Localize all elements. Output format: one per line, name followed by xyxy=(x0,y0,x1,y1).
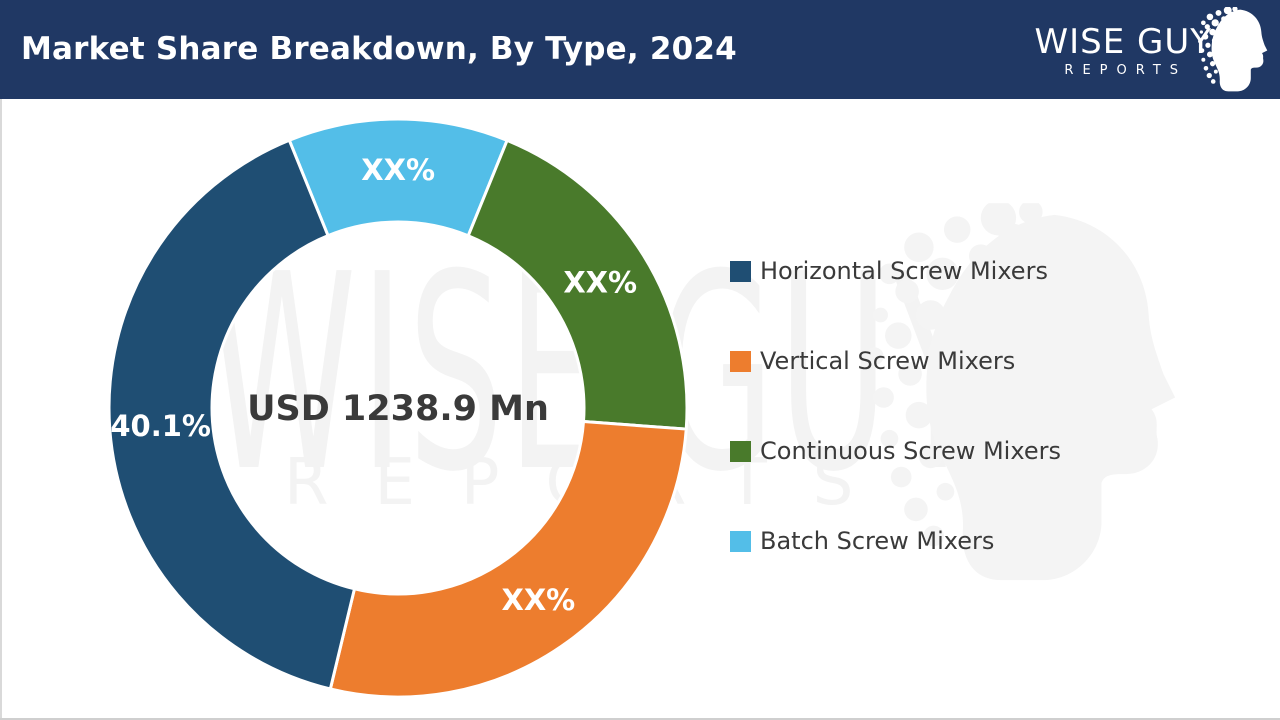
legend-swatch-icon xyxy=(730,440,751,462)
donut-chart: XX% XX% XX% 40.1% xyxy=(107,117,689,699)
wiseguy-logo: WISE GUY REPORTS xyxy=(1034,6,1270,94)
segment-percentage-label: XX% xyxy=(361,153,435,187)
donut-segment xyxy=(466,138,689,431)
legend-item: Continuous Screw Mixers xyxy=(730,437,1061,465)
donut-segment xyxy=(328,420,688,699)
donut-segment xyxy=(107,138,356,691)
legend-label: Continuous Screw Mixers xyxy=(760,437,1061,465)
legend-label: Batch Screw Mixers xyxy=(760,527,995,555)
segment-percentage-label: XX% xyxy=(501,583,575,617)
logo-wordmark-sub: REPORTS xyxy=(1064,63,1188,78)
legend: Horizontal Screw Mixers Vertical Screw Mi… xyxy=(730,257,1061,617)
legend-item: Batch Screw Mixers xyxy=(730,527,1061,555)
legend-swatch-icon xyxy=(730,350,751,372)
bottom-divider xyxy=(0,718,1280,720)
header: Market Share Breakdown, By Type, 2024 WI… xyxy=(0,0,1280,99)
segment-percentage-label: 40.1% xyxy=(110,409,211,443)
legend-swatch-icon xyxy=(730,260,751,282)
logo-wordmark: WISE GUY REPORTS xyxy=(1034,22,1212,78)
legend-label: Vertical Screw Mixers xyxy=(760,347,1016,375)
legend-item: Horizontal Screw Mixers xyxy=(730,257,1061,285)
chart-area: WISE GUY REPORTS XX%XX%XX%40.1% USD 1238… xyxy=(0,99,1280,718)
legend-swatch-icon xyxy=(730,530,751,552)
page-title: Market Share Breakdown, By Type, 2024 xyxy=(21,31,737,67)
legend-label: Horizontal Screw Mixers xyxy=(760,257,1048,285)
segment-percentage-label: XX% xyxy=(563,266,637,300)
chart-center-value: USD 1238.9 Mn xyxy=(247,389,549,429)
logo-wordmark-main: WISE GUY xyxy=(1034,22,1212,62)
legend-item: Vertical Screw Mixers xyxy=(730,347,1061,375)
